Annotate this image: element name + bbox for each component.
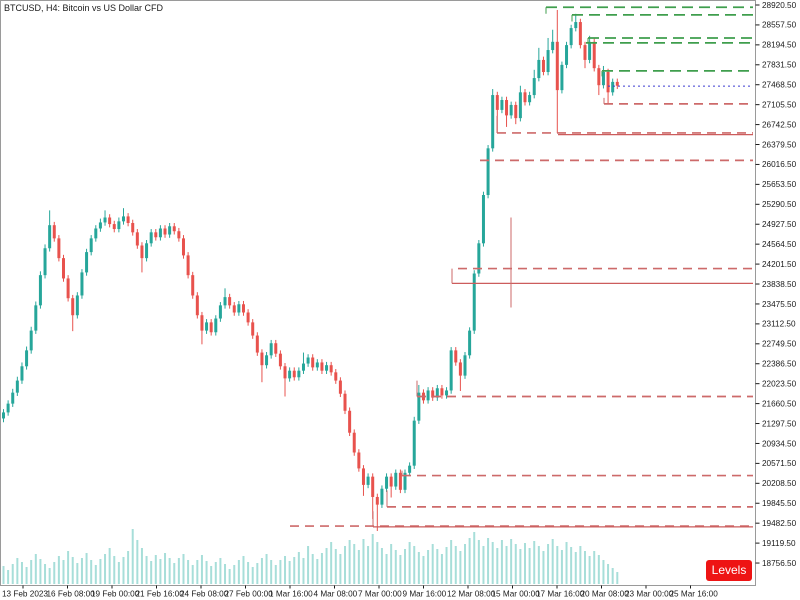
svg-text:7 Mar 00:00: 7 Mar 00:00 <box>358 590 402 599</box>
svg-text:13 Feb 2023: 13 Feb 2023 <box>2 590 48 599</box>
svg-text:21297.50: 21297.50 <box>762 419 797 428</box>
svg-text:19 Feb 00:00: 19 Feb 00:00 <box>91 590 140 599</box>
svg-text:26016.50: 26016.50 <box>762 160 797 169</box>
svg-text:25 Mar 16:00: 25 Mar 16:00 <box>670 590 719 599</box>
svg-text:27831.50: 27831.50 <box>762 61 797 70</box>
svg-text:27105.50: 27105.50 <box>762 100 797 109</box>
svg-text:21660.50: 21660.50 <box>762 399 797 408</box>
svg-text:19482.50: 19482.50 <box>762 519 797 528</box>
svg-text:22749.50: 22749.50 <box>762 340 797 349</box>
svg-text:27 Feb 00:00: 27 Feb 00:00 <box>225 590 274 599</box>
svg-text:25653.50: 25653.50 <box>762 180 797 189</box>
svg-text:28194.50: 28194.50 <box>762 41 797 50</box>
svg-text:22386.50: 22386.50 <box>762 360 797 369</box>
svg-text:18756.50: 18756.50 <box>762 559 797 568</box>
svg-text:12 Mar 08:00: 12 Mar 08:00 <box>447 590 496 599</box>
svg-text:24201.50: 24201.50 <box>762 260 797 269</box>
chart-title: BTCUSD, H4: Bitcoin vs US Dollar CFD <box>4 3 164 13</box>
svg-text:20208.50: 20208.50 <box>762 479 797 488</box>
svg-text:4 Mar 08:00: 4 Mar 08:00 <box>314 590 358 599</box>
svg-text:26742.50: 26742.50 <box>762 120 797 129</box>
svg-text:19119.50: 19119.50 <box>762 539 796 548</box>
svg-text:1 Mar 16:00: 1 Mar 16:00 <box>269 590 313 599</box>
svg-text:24564.50: 24564.50 <box>762 240 797 249</box>
svg-text:23838.50: 23838.50 <box>762 280 797 289</box>
svg-text:9 Mar 16:00: 9 Mar 16:00 <box>403 590 447 599</box>
svg-text:28920.50: 28920.50 <box>762 1 797 10</box>
svg-text:19845.50: 19845.50 <box>762 499 797 508</box>
svg-text:25290.50: 25290.50 <box>762 200 797 209</box>
svg-text:21 Feb 16:00: 21 Feb 16:00 <box>136 590 185 599</box>
levels-button[interactable]: Levels <box>706 560 752 581</box>
svg-text:23112.50: 23112.50 <box>762 320 796 329</box>
svg-text:23 Mar 00:00: 23 Mar 00:00 <box>625 590 674 599</box>
svg-text:17 Mar 16:00: 17 Mar 16:00 <box>536 590 585 599</box>
chart-frame <box>0 0 756 586</box>
svg-text:20571.50: 20571.50 <box>762 459 797 468</box>
candlestick-series <box>2 9 619 532</box>
svg-text:22023.50: 22023.50 <box>762 379 797 388</box>
svg-text:15 Mar 00:00: 15 Mar 00:00 <box>492 590 541 599</box>
svg-text:24927.50: 24927.50 <box>762 220 797 229</box>
volume-histogram <box>2 529 619 584</box>
svg-text:20 Mar 08:00: 20 Mar 08:00 <box>581 590 630 599</box>
price-axis[interactable]: 28920.50 28557.50 28194.50 27831.50 27468.50… <box>755 1 797 568</box>
svg-text:24 Feb 08:00: 24 Feb 08:00 <box>180 590 229 599</box>
svg-text:26379.50: 26379.50 <box>762 140 797 149</box>
svg-text:20934.50: 20934.50 <box>762 439 797 448</box>
svg-text:27468.50: 27468.50 <box>762 81 797 90</box>
svg-text:16 Feb 08:00: 16 Feb 08:00 <box>47 590 96 599</box>
level-lines[interactable] <box>290 6 753 528</box>
svg-text:28557.50: 28557.50 <box>762 21 797 30</box>
svg-text:23475.50: 23475.50 <box>762 300 797 309</box>
